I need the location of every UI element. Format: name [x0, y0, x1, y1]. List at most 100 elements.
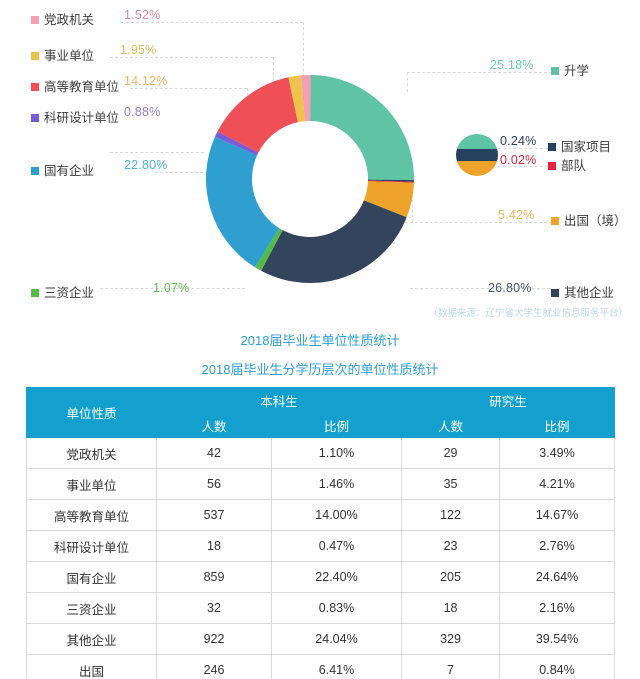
donut-slice-8[interactable]	[217, 77, 298, 153]
legend-label: 国家项目	[561, 140, 612, 154]
table-row: 三资企业 32 0.83% 18 2.16%	[26, 592, 616, 624]
table-row: 出国 246 6.41% 7 0.84%	[26, 654, 616, 679]
donut-slice-9[interactable]	[288, 75, 305, 123]
legend-label: 三资企业	[44, 286, 95, 300]
legend-item-foreign-invested[interactable]: 三资企业	[31, 287, 94, 300]
legend-swatch-icon	[548, 162, 556, 171]
table-cell-p-count: 329	[401, 623, 501, 655]
table-cell-nature: 科研设计单位	[26, 530, 157, 562]
table-cell-u-count: 246	[156, 654, 272, 679]
th-group-postgraduate: 研究生	[401, 387, 616, 413]
donut-slice-7[interactable]	[214, 131, 259, 156]
legend-value-party-gov: 1.52%	[124, 8, 161, 22]
leader-line	[110, 152, 204, 153]
leader-line	[273, 57, 274, 91]
legend-item-party-gov[interactable]: 党政机关	[31, 14, 94, 27]
donut-slice-6[interactable]	[206, 136, 280, 268]
legend-item-public-institution[interactable]: 事业单位	[31, 50, 94, 63]
legend-swatch-icon	[31, 16, 39, 25]
donut-slice-4[interactable]	[261, 200, 407, 283]
legend-swatch-icon	[548, 143, 556, 152]
legend-item-further-study[interactable]: 升学	[551, 65, 589, 78]
leader-line	[407, 72, 552, 73]
table-cell-u-count: 56	[156, 468, 272, 500]
table-cell-u-count: 18	[156, 530, 272, 562]
table-cell-nature: 事业单位	[26, 468, 157, 500]
table-cell-u-ratio: 0.47%	[270, 530, 403, 562]
legend-value-state-owned: 22.80%	[124, 158, 168, 172]
table-cell-p-ratio: 39.54%	[499, 623, 616, 655]
table-cell-p-count: 7	[401, 654, 501, 679]
donut-slice-1[interactable]	[367, 179, 414, 182]
th-undergrad-ratio: 比例	[270, 412, 403, 438]
legend-label: 升学	[564, 64, 590, 78]
table-cell-p-ratio: 2.16%	[499, 592, 616, 624]
table-cell-nature: 高等教育单位	[26, 499, 157, 531]
table-cell-u-ratio: 1.10%	[270, 437, 403, 469]
inset-band-2	[456, 161, 498, 176]
legend-value-research-design: 0.88%	[124, 105, 161, 119]
legend-value-higher-education: 14.12%	[124, 74, 168, 88]
legend-value-further-study: 25.18%	[490, 58, 534, 72]
table-cell-p-count: 18	[401, 592, 501, 624]
table-row: 党政机关 42 1.10% 29 3.49%	[26, 437, 616, 469]
th-undergrad-count: 人数	[156, 412, 272, 438]
legend-label: 出国（境）	[564, 214, 627, 228]
source-note: （数据来源：辽宁省大学生就业信息服务平台）	[428, 308, 628, 319]
legend-value-public-institution: 1.95%	[120, 43, 157, 57]
leader-line	[407, 72, 408, 92]
donut-slice-10[interactable]	[300, 75, 311, 122]
table-cell-p-count: 35	[401, 468, 501, 500]
table-cell-p-count: 23	[401, 530, 501, 562]
legend-label: 国有企业	[44, 164, 95, 178]
table-row: 国有企业 859 22.40% 205 24.64%	[26, 561, 616, 593]
table-cell-nature: 党政机关	[26, 437, 157, 469]
donut-chart	[203, 72, 417, 286]
table-cell-u-count: 537	[156, 499, 272, 531]
legend-label: 科研设计单位	[44, 111, 120, 125]
legend-value-other-enterprise: 26.80%	[488, 281, 532, 295]
legend-value-national-project: 0.24%	[500, 134, 537, 148]
leader-line	[400, 222, 552, 223]
legend-item-higher-education[interactable]: 高等教育单位	[31, 81, 119, 94]
legend-item-research-design[interactable]: 科研设计单位	[31, 112, 119, 125]
legend-item-military[interactable]: 部队	[548, 160, 586, 173]
donut-slice-2[interactable]	[367, 180, 414, 183]
legend-swatch-icon	[551, 67, 559, 76]
legend-swatch-icon	[551, 217, 559, 226]
leader-line	[498, 148, 548, 149]
th-postgrad-count: 人数	[401, 412, 501, 438]
table-cell-u-ratio: 0.83%	[270, 592, 403, 624]
legend-item-state-owned[interactable]: 国有企业	[31, 165, 94, 178]
legend-swatch-icon	[31, 167, 39, 176]
legend-value-abroad: 5.42%	[498, 208, 535, 222]
leader-line	[130, 88, 247, 89]
legend-value-military: 0.02%	[500, 153, 537, 167]
donut-slice-5[interactable]	[255, 228, 283, 271]
legend-label: 高等教育单位	[44, 80, 120, 94]
table-cell-u-count: 32	[156, 592, 272, 624]
donut-slice-0[interactable]	[310, 75, 414, 181]
table-cell-p-ratio: 3.49%	[499, 437, 616, 469]
leader-line	[498, 166, 548, 167]
table-cell-u-count: 859	[156, 561, 272, 593]
table-row: 科研设计单位 18 0.47% 23 2.76%	[26, 530, 616, 562]
magnifier-connector	[412, 180, 413, 222]
table-row: 高等教育单位 537 14.00% 122 14.67%	[26, 499, 616, 531]
inset-band-0	[456, 134, 498, 149]
table-cell-p-ratio: 4.21%	[499, 468, 616, 500]
leader-line	[100, 288, 245, 289]
table-cell-p-count: 122	[401, 499, 501, 531]
legend-value-foreign-invested: 1.07%	[153, 281, 190, 295]
legend-item-other-enterprise[interactable]: 其他企业	[551, 287, 614, 300]
leader-line	[247, 88, 248, 100]
legend-swatch-icon	[31, 83, 39, 92]
table-cell-nature: 其他企业	[26, 623, 157, 655]
leader-line	[121, 22, 303, 23]
table-cell-u-ratio: 6.41%	[270, 654, 403, 679]
donut-slice-3[interactable]	[363, 181, 414, 218]
legend-item-national-project[interactable]: 国家项目	[548, 141, 611, 154]
legend-swatch-icon	[31, 289, 39, 298]
legend-item-abroad[interactable]: 出国（境）	[551, 215, 627, 228]
